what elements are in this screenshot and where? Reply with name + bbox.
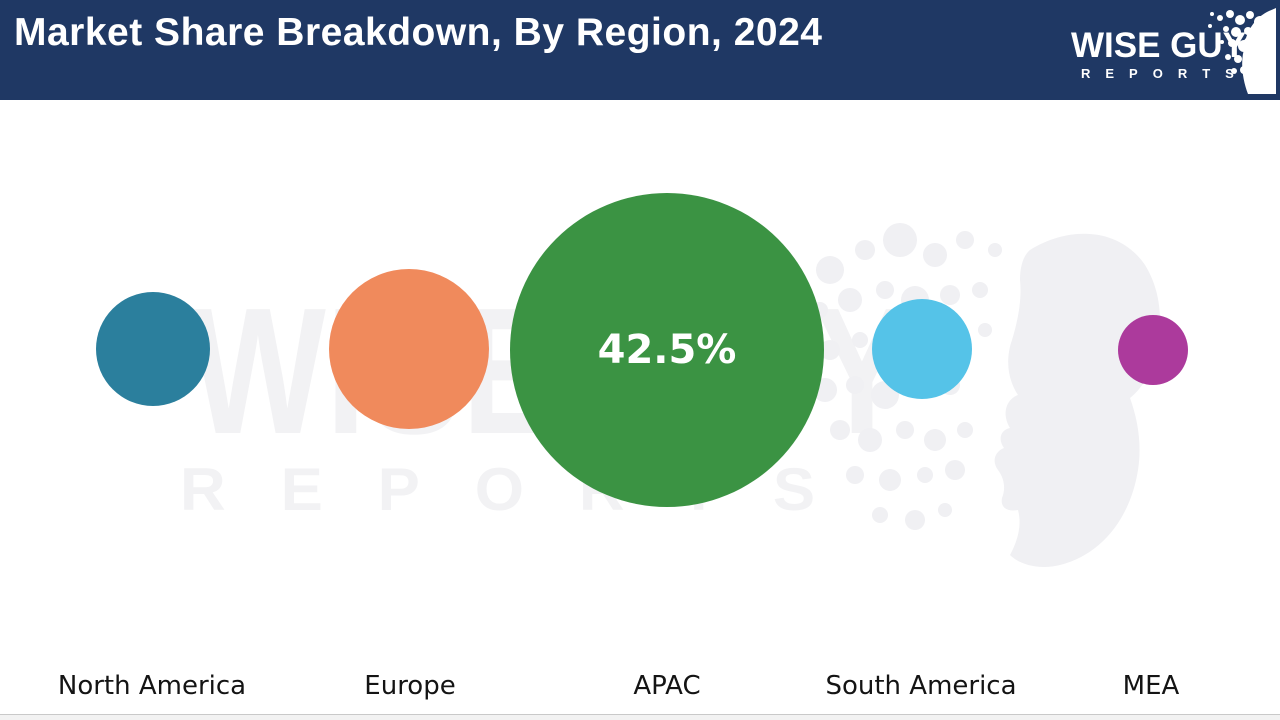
header-bar: Market Share Breakdown, By Region, 2024 … xyxy=(0,0,1280,100)
logo-head-icon xyxy=(1208,8,1276,94)
category-label-north-america: North America xyxy=(57,671,247,701)
category-label-apac: APAC xyxy=(633,671,701,701)
bubble-mea xyxy=(1118,315,1188,385)
bubble-north-america xyxy=(96,292,210,406)
watermark-head-icon xyxy=(812,223,1161,567)
category-label-europe: Europe xyxy=(364,671,456,701)
logo-subtitle: REPORTS xyxy=(1081,66,1249,81)
bubble-apac: 42.5% xyxy=(510,193,824,507)
apac-value-label: 42.5% xyxy=(597,327,737,373)
logo-wordmark: WISE GUY xyxy=(1071,26,1247,65)
bubble-europe xyxy=(329,269,489,429)
bottom-border xyxy=(0,714,1280,720)
logo: WISE GUY REPORTS xyxy=(1026,4,1276,98)
page-title: Market Share Breakdown, By Region, 2024 xyxy=(14,11,823,54)
category-label-mea: MEA xyxy=(1122,671,1180,701)
bubble-south-america xyxy=(872,299,972,399)
category-label-south-america: South America xyxy=(825,671,1017,701)
